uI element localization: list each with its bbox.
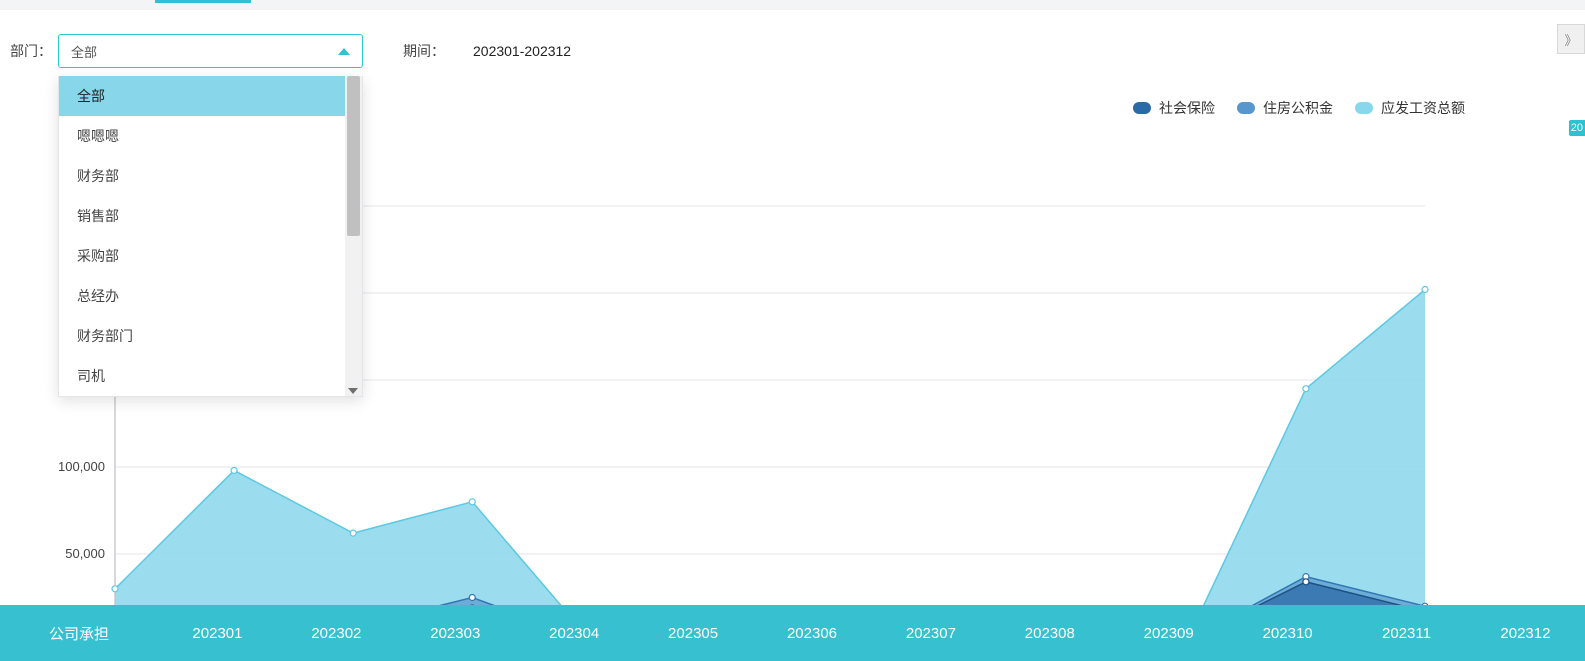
dept-dropdown-list: 全部嗯嗯嗯财务部销售部采购部总经办财务部门司机 — [59, 76, 345, 396]
legend-label: 社会保险 — [1159, 98, 1215, 118]
footer-column-header[interactable]: 202303 — [396, 625, 515, 642]
side-badge: 20 — [1569, 120, 1585, 136]
top-bar — [0, 0, 1585, 10]
legend-swatch — [1133, 102, 1151, 114]
footer-column-header[interactable]: 202304 — [515, 625, 634, 642]
footer-column-header[interactable]: 202305 — [634, 625, 753, 642]
footer-column-header[interactable]: 202309 — [1109, 625, 1228, 642]
scrollbar-thumb[interactable] — [347, 76, 360, 236]
scrollbar-down-icon — [348, 388, 358, 394]
dept-option[interactable]: 财务部 — [59, 156, 345, 196]
footer-column-header[interactable]: 202306 — [753, 625, 872, 642]
dept-option[interactable]: 采购部 — [59, 236, 345, 276]
dept-select[interactable]: 全部 — [58, 34, 363, 68]
dept-select-value: 全部 — [71, 42, 97, 61]
svg-text:50,000: 50,000 — [65, 546, 105, 561]
legend-swatch — [1355, 102, 1373, 114]
dept-select-wrap: 全部 全部嗯嗯嗯财务部销售部采购部总经办财务部门司机 — [58, 34, 363, 68]
footer-column-header[interactable]: 202312 — [1466, 625, 1585, 642]
legend-item[interactable]: 社会保险 — [1133, 98, 1215, 118]
footer-table-header: 公司承担202301202302202303202304202305202306… — [0, 605, 1585, 661]
legend-label: 应发工资总额 — [1381, 98, 1465, 118]
chevron-right-icon: 》 — [1564, 30, 1577, 49]
dept-option[interactable]: 嗯嗯嗯 — [59, 116, 345, 156]
dept-option[interactable]: 总经办 — [59, 276, 345, 316]
expand-panel-button[interactable]: 》 — [1557, 24, 1585, 54]
footer-row-label: 公司承担 — [0, 623, 158, 644]
chart-legend: 社会保险 住房公积金 应发工资总额 — [1133, 98, 1465, 118]
footer-column-header[interactable]: 202307 — [871, 625, 990, 642]
dept-option[interactable]: 财务部门 — [59, 316, 345, 356]
footer-column-header[interactable]: 202310 — [1228, 625, 1347, 642]
legend-item[interactable]: 应发工资总额 — [1355, 98, 1465, 118]
period-label: 期间： — [403, 41, 445, 61]
filter-row: 部门： 全部 全部嗯嗯嗯财务部销售部采购部总经办财务部门司机 期间： 20230… — [0, 10, 1585, 70]
dept-option[interactable]: 司机 — [59, 356, 345, 396]
footer-column-header[interactable]: 202308 — [990, 625, 1109, 642]
svg-text:100,000: 100,000 — [58, 459, 105, 474]
footer-column-header[interactable]: 202302 — [277, 625, 396, 642]
dept-label: 部门： — [10, 41, 52, 61]
legend-swatch — [1237, 102, 1255, 114]
footer-column-header[interactable]: 202311 — [1347, 625, 1466, 642]
chevron-up-icon — [338, 48, 350, 55]
dept-option[interactable]: 全部 — [59, 76, 345, 116]
dept-dropdown: 全部嗯嗯嗯财务部销售部采购部总经办财务部门司机 — [58, 76, 363, 397]
dropdown-scrollbar[interactable] — [345, 76, 362, 396]
active-tab-indicator — [155, 0, 251, 3]
legend-label: 住房公积金 — [1263, 98, 1333, 118]
period-value: 202301-202312 — [473, 43, 571, 59]
footer-column-header[interactable]: 202301 — [158, 625, 277, 642]
dept-option[interactable]: 销售部 — [59, 196, 345, 236]
legend-item[interactable]: 住房公积金 — [1237, 98, 1333, 118]
